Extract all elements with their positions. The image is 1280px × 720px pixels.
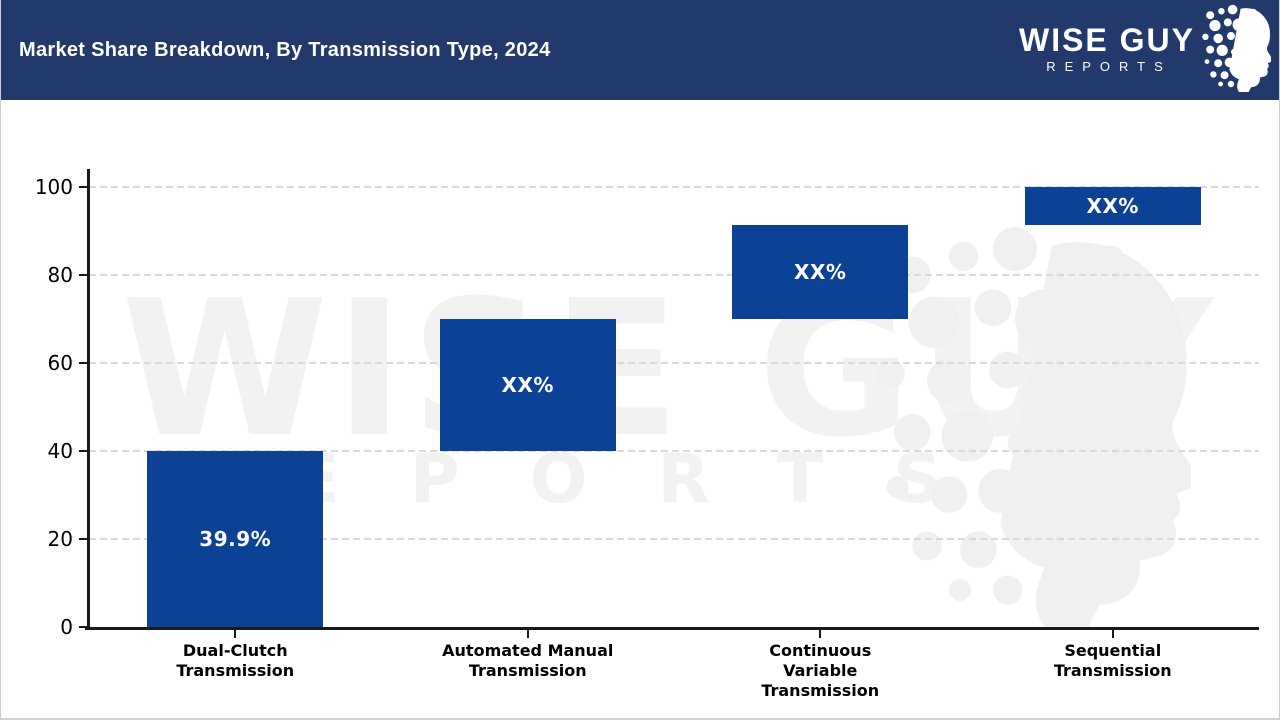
gridline-40 [89, 450, 1259, 452]
bottom-divider [1, 718, 1279, 720]
category-label-1: Dual-Clutch Transmission [176, 641, 295, 680]
y-tick-20 [79, 538, 89, 540]
gridline-100 [89, 186, 1259, 188]
y-tick-60 [79, 362, 89, 364]
y-tick-80 [79, 274, 89, 276]
y-tick-label-100: 100 [34, 175, 73, 199]
bar-value-label-3: XX% [794, 260, 847, 285]
header-bar: Market Share Breakdown, By Transmission … [1, 0, 1279, 100]
bar-value-label-4: XX% [1086, 193, 1139, 218]
gridline-20 [89, 538, 1259, 540]
bar-value-label-1: 39.9% [199, 527, 272, 552]
y-tick-label-20: 20 [47, 527, 73, 551]
brand-name: WISE GUY [1018, 21, 1195, 58]
bar-value-label-2: XX% [501, 373, 554, 398]
x-tick-1 [234, 629, 237, 638]
y-tick-label-80: 80 [47, 263, 73, 287]
brand-logo: WISE GUY REPORTS [1019, 4, 1271, 92]
category-label-4: Sequential Transmission [1053, 641, 1172, 680]
bar-4: XX% [1024, 187, 1201, 225]
x-tick-3 [819, 629, 822, 638]
y-tick-label-40: 40 [47, 439, 73, 463]
y-tick-100 [79, 186, 89, 188]
x-tick-4 [1111, 629, 1114, 638]
watermark-face-icon [875, 227, 1191, 627]
bar-2: XX% [439, 319, 616, 452]
page-title: Market Share Breakdown, By Transmission … [19, 38, 551, 61]
brand-subname: REPORTS [1046, 58, 1172, 74]
category-label-3: Continuous Variable Transmission [761, 641, 880, 700]
y-tick-0 [79, 626, 89, 628]
bar-3: XX% [732, 224, 909, 320]
y-tick-40 [79, 450, 89, 452]
gridline-60 [89, 362, 1259, 364]
x-axis-spine [85, 627, 1259, 630]
bar-1: 39.9% [147, 451, 324, 627]
gridline-80 [89, 274, 1259, 276]
y-tick-label-0: 0 [60, 615, 73, 639]
x-tick-2 [526, 629, 529, 638]
category-label-2: Automated Manual Transmission [442, 641, 614, 680]
y-tick-label-60: 60 [47, 351, 73, 375]
y-axis-spine [87, 169, 90, 629]
brand-logo-text: WISE GUY REPORTS [1019, 23, 1195, 74]
